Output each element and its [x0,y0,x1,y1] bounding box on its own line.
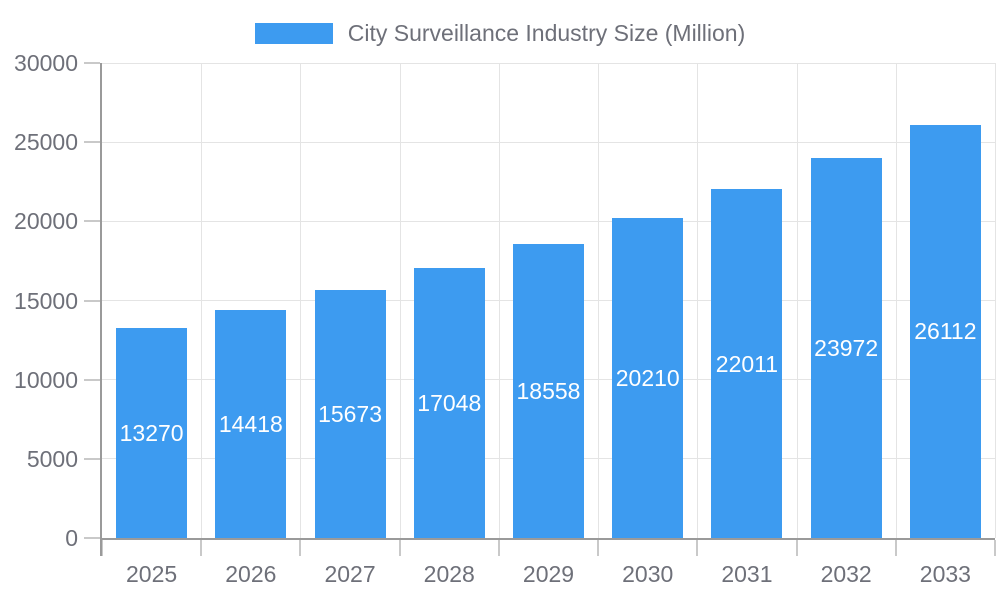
y-axis-label: 30000 [14,50,78,76]
gridline-vertical [299,63,301,538]
bar[interactable] [513,244,584,538]
x-axis-line [100,538,995,540]
gridline-vertical [399,63,401,538]
bar-value-label: 20210 [615,365,680,391]
bar-value-label: 17048 [417,390,482,417]
bar[interactable] [116,327,188,538]
bar[interactable] [413,268,485,538]
x-axis-label: 2026 [225,561,277,587]
gridline-vertical [994,63,996,538]
x-axis-tick [696,540,698,556]
x-axis-label: 2031 [721,561,773,587]
gridline-horizontal [102,220,995,222]
y-axis-tick [84,378,100,381]
gridline-vertical [498,63,500,538]
bar[interactable] [909,124,981,538]
x-axis-label: 2028 [423,561,475,587]
x-axis-label: 2027 [324,561,376,587]
x-axis-label: 2025 [126,561,178,587]
y-axis-tick [84,141,100,144]
gridline-vertical [200,63,202,538]
bar-value-label: 18558 [516,378,581,405]
y-axis-label: 5000 [26,445,78,472]
y-axis-label: 10000 [14,366,78,393]
bar[interactable] [612,218,684,538]
gridline-vertical [597,63,599,538]
bar-value-label: 23972 [814,335,879,362]
legend-label: City Surveillance Industry Size (Million… [347,20,746,46]
y-axis-tick [84,457,100,460]
x-axis-tick [299,540,301,556]
bar[interactable] [711,189,783,538]
gridline-horizontal [102,141,995,143]
x-axis-tick [597,540,599,556]
y-axis-tick [84,220,100,223]
x-axis-tick [101,540,103,556]
bar[interactable] [314,289,386,538]
bar-value-label: 15673 [318,400,383,427]
y-axis-label: 25000 [14,129,78,156]
y-axis-tick [84,537,100,539]
bar[interactable] [810,158,882,538]
bar[interactable] [215,309,287,538]
legend[interactable]: City Surveillance Industry Size (Million… [0,21,1000,45]
x-axis-tick [399,540,401,556]
bar-value-label: 14418 [218,410,283,437]
gridline-vertical [796,63,798,538]
y-axis-label: 15000 [14,287,78,314]
y-axis-tick [84,62,100,64]
y-axis-label: 20000 [14,208,78,235]
y-axis-tick [84,299,100,302]
legend-swatch [254,22,333,44]
bar-value-label: 13270 [119,419,184,446]
x-axis-label: 2029 [522,561,575,587]
x-axis-tick [796,540,798,556]
x-axis-tick [498,540,500,556]
x-axis-tick [895,540,897,556]
bar-value-label: 22011 [715,350,779,377]
y-axis-label: 0 [65,525,78,551]
y-axis-line [100,63,102,556]
x-axis-label: 2032 [820,561,872,587]
gridline-vertical [696,63,698,538]
x-axis-tick [994,540,996,556]
x-axis-label: 2033 [919,561,971,587]
x-axis-tick [200,540,202,556]
bar-value-label: 26112 [914,318,977,345]
x-axis-label: 2030 [622,561,674,587]
gridline-vertical [895,63,897,538]
gridline-horizontal [102,62,995,64]
